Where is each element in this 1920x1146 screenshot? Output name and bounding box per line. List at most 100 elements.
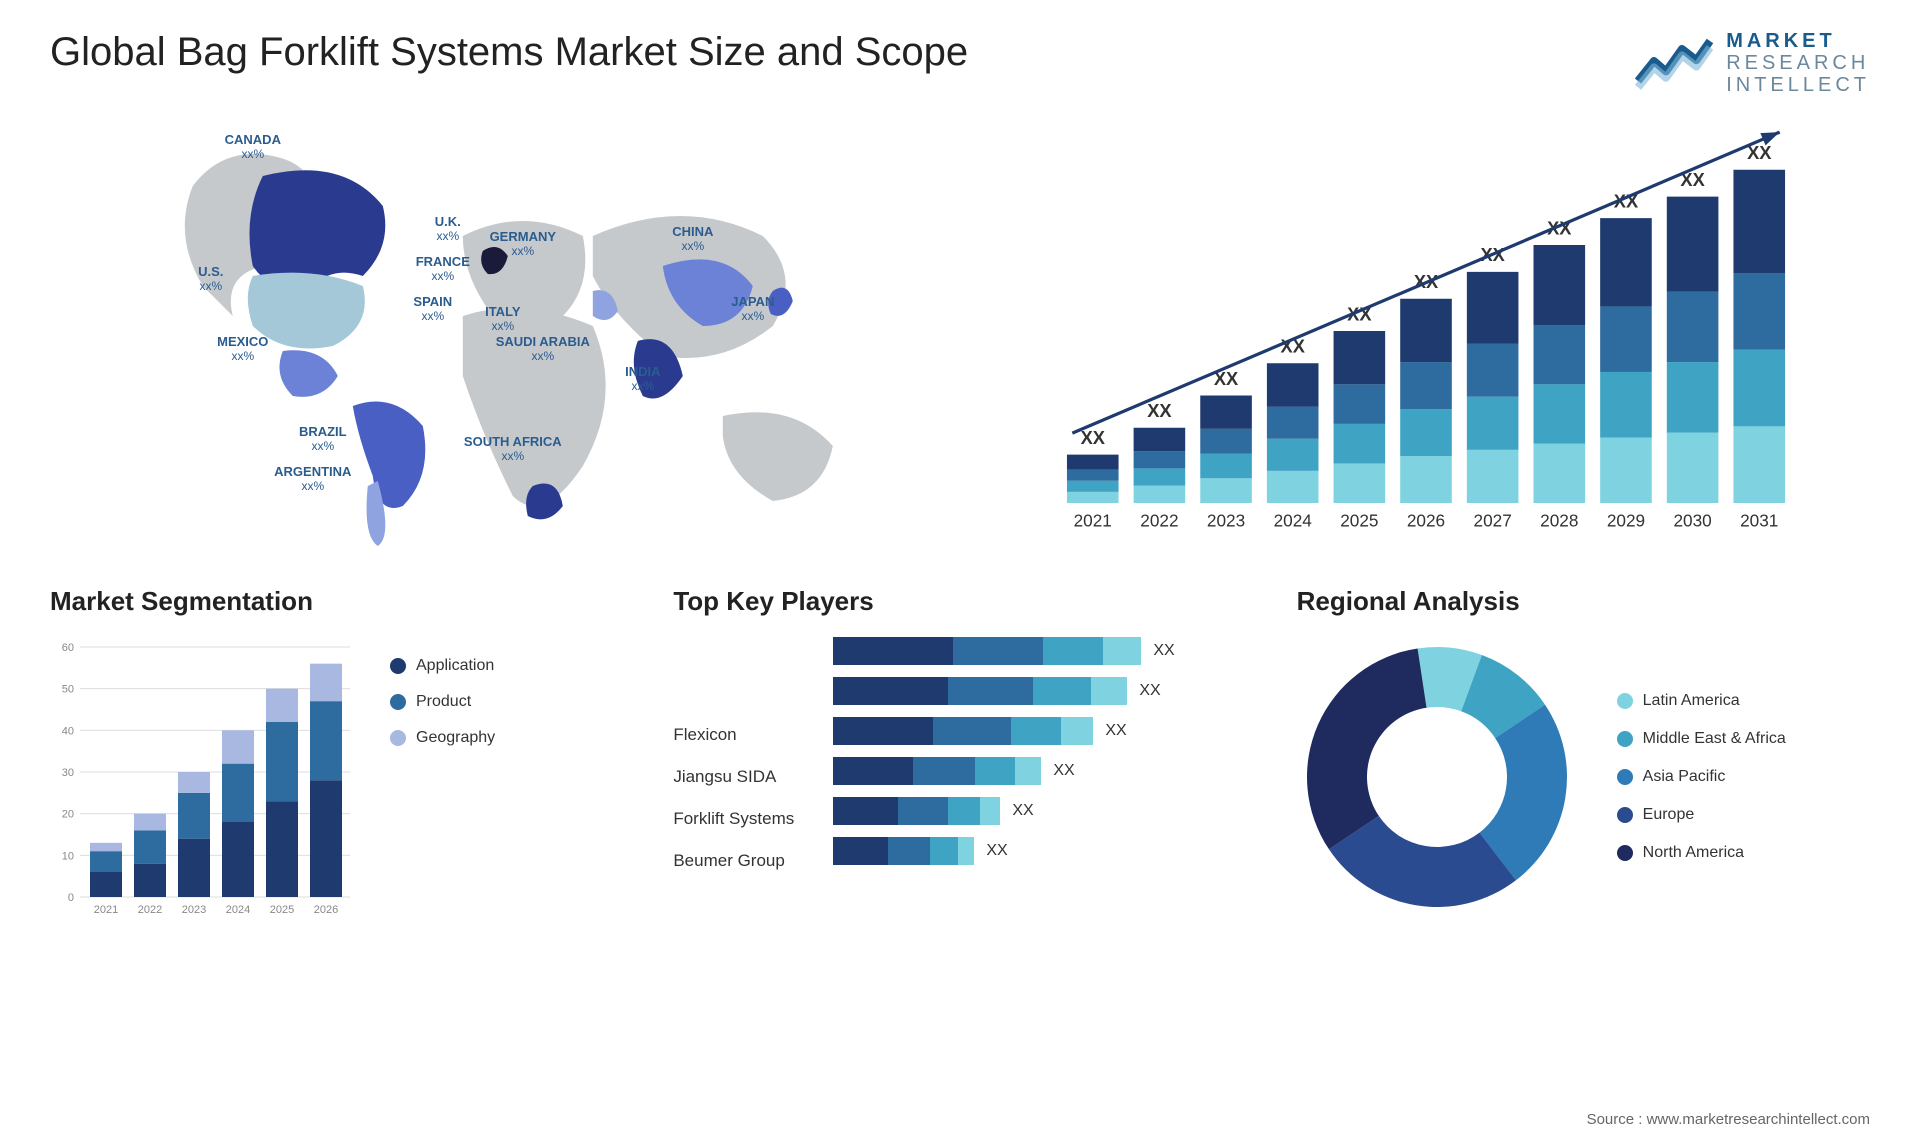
svg-text:2031: 2031 bbox=[1740, 511, 1778, 531]
legend-dot-icon bbox=[390, 730, 406, 746]
player-bar-segment bbox=[975, 757, 1015, 785]
player-row: XX bbox=[833, 797, 1174, 825]
player-bar-segment bbox=[833, 837, 888, 865]
svg-text:2024: 2024 bbox=[226, 904, 250, 916]
legend-item: Product bbox=[390, 693, 495, 711]
regional-legend: Latin America Middle East & Africa Asia Pa… bbox=[1617, 692, 1786, 862]
svg-text:CANADA: CANADA bbox=[225, 132, 282, 147]
player-bar-segment bbox=[958, 837, 974, 865]
source-attribution: Source : www.marketresearchintellect.com bbox=[1587, 1111, 1870, 1128]
player-row: XX bbox=[833, 677, 1174, 705]
svg-text:2022: 2022 bbox=[138, 904, 162, 916]
svg-text:2030: 2030 bbox=[1673, 511, 1711, 531]
logo-text-3: INTELLECT bbox=[1726, 74, 1870, 96]
player-bar-segment bbox=[953, 637, 1043, 665]
legend-label: Latin America bbox=[1643, 692, 1740, 710]
svg-text:30: 30 bbox=[62, 767, 74, 779]
svg-text:xx%: xx% bbox=[631, 379, 654, 393]
svg-text:xx%: xx% bbox=[199, 279, 222, 293]
svg-text:BRAZIL: BRAZIL bbox=[299, 424, 347, 439]
svg-text:2025: 2025 bbox=[270, 904, 294, 916]
legend-label: Europe bbox=[1643, 806, 1695, 824]
player-bar-segment bbox=[1103, 637, 1141, 665]
player-bar-segment bbox=[898, 797, 948, 825]
svg-text:U.K.: U.K. bbox=[435, 214, 461, 229]
legend-item: Middle East & Africa bbox=[1617, 730, 1786, 748]
svg-text:U.S.: U.S. bbox=[198, 264, 223, 279]
legend-label: Asia Pacific bbox=[1643, 768, 1726, 786]
player-row: XX bbox=[833, 757, 1174, 785]
svg-text:xx%: xx% bbox=[501, 449, 524, 463]
legend-item: Application bbox=[390, 657, 495, 675]
legend-dot-icon bbox=[1617, 769, 1633, 785]
legend-label: Middle East & Africa bbox=[1643, 730, 1786, 748]
growth-chart-svg: XX2021XX2022XX2023XX2024XX2025XX2026XX20… bbox=[1016, 116, 1870, 546]
player-bar-segment bbox=[833, 637, 953, 665]
legend-dot-icon bbox=[390, 694, 406, 710]
svg-text:50: 50 bbox=[62, 684, 74, 696]
players-labels: FlexiconJiangsu SIDAForklift SystemsBeum… bbox=[673, 637, 803, 881]
svg-text:xx%: xx% bbox=[431, 269, 454, 283]
svg-text:60: 60 bbox=[62, 642, 74, 654]
svg-text:SOUTH AFRICA: SOUTH AFRICA bbox=[464, 434, 562, 449]
svg-text:2026: 2026 bbox=[1406, 511, 1444, 531]
player-bar bbox=[833, 797, 1000, 825]
player-bar-segment bbox=[888, 837, 930, 865]
legend-dot-icon bbox=[1617, 693, 1633, 709]
svg-text:xx%: xx% bbox=[491, 319, 514, 333]
legend-item: Latin America bbox=[1617, 692, 1786, 710]
svg-text:JAPAN: JAPAN bbox=[731, 294, 774, 309]
players-panel: Top Key Players FlexiconJiangsu SIDAFork… bbox=[673, 586, 1246, 937]
svg-text:xx%: xx% bbox=[436, 229, 459, 243]
regional-panel: Regional Analysis Latin AmericaMiddle Ea… bbox=[1297, 586, 1870, 937]
regional-donut-svg bbox=[1297, 637, 1577, 917]
segmentation-panel: Market Segmentation 01020304050602021202… bbox=[50, 586, 623, 937]
player-bar bbox=[833, 677, 1127, 705]
svg-text:xx%: xx% bbox=[231, 349, 254, 363]
svg-text:xx%: xx% bbox=[531, 349, 554, 363]
player-value: XX bbox=[1053, 762, 1074, 780]
svg-text:2026: 2026 bbox=[314, 904, 338, 916]
player-bar-segment bbox=[833, 757, 913, 785]
logo-mark-icon bbox=[1634, 31, 1714, 96]
player-value: XX bbox=[986, 842, 1007, 860]
svg-text:MEXICO: MEXICO bbox=[217, 334, 268, 349]
legend-label: Product bbox=[416, 693, 471, 711]
player-bar-segment bbox=[930, 837, 958, 865]
players-title: Top Key Players bbox=[673, 586, 1246, 617]
player-bar-segment bbox=[1091, 677, 1127, 705]
svg-text:2024: 2024 bbox=[1273, 511, 1312, 531]
brand-logo: MARKET RESEARCH INTELLECT bbox=[1634, 30, 1870, 96]
player-bar-segment bbox=[913, 757, 975, 785]
legend-dot-icon bbox=[1617, 807, 1633, 823]
svg-text:20: 20 bbox=[62, 809, 74, 821]
svg-text:2021: 2021 bbox=[1073, 511, 1111, 531]
segmentation-chart-svg: 0102030405060202120222023202420252026 bbox=[50, 637, 370, 917]
legend-item: Asia Pacific bbox=[1617, 768, 1786, 786]
player-bar-segment bbox=[833, 797, 898, 825]
legend-item: North America bbox=[1617, 844, 1786, 862]
legend-label: Geography bbox=[416, 729, 495, 747]
svg-text:GERMANY: GERMANY bbox=[490, 229, 557, 244]
svg-text:xx%: xx% bbox=[241, 147, 264, 161]
segmentation-title: Market Segmentation bbox=[50, 586, 623, 617]
world-map-panel: CANADAxx%U.S.xx%MEXICOxx%BRAZILxx%ARGENT… bbox=[50, 116, 976, 546]
player-bar-segment bbox=[1011, 717, 1061, 745]
player-bar-segment bbox=[833, 677, 948, 705]
svg-text:xx%: xx% bbox=[311, 439, 334, 453]
player-bar-segment bbox=[1015, 757, 1041, 785]
players-bars: XXXXXXXXXXXX bbox=[833, 637, 1174, 881]
player-label: Jiangsu SIDA bbox=[673, 763, 803, 791]
svg-text:INDIA: INDIA bbox=[625, 364, 661, 379]
legend-dot-icon bbox=[1617, 731, 1633, 747]
svg-text:2021: 2021 bbox=[94, 904, 118, 916]
legend-label: Application bbox=[416, 657, 494, 675]
svg-text:CHINA: CHINA bbox=[672, 224, 714, 239]
player-bar-segment bbox=[1043, 637, 1103, 665]
svg-text:xx%: xx% bbox=[681, 239, 704, 253]
svg-text:FRANCE: FRANCE bbox=[416, 254, 470, 269]
player-value: XX bbox=[1012, 802, 1033, 820]
svg-text:10: 10 bbox=[62, 850, 74, 862]
legend-item: Europe bbox=[1617, 806, 1786, 824]
svg-text:40: 40 bbox=[62, 725, 74, 737]
